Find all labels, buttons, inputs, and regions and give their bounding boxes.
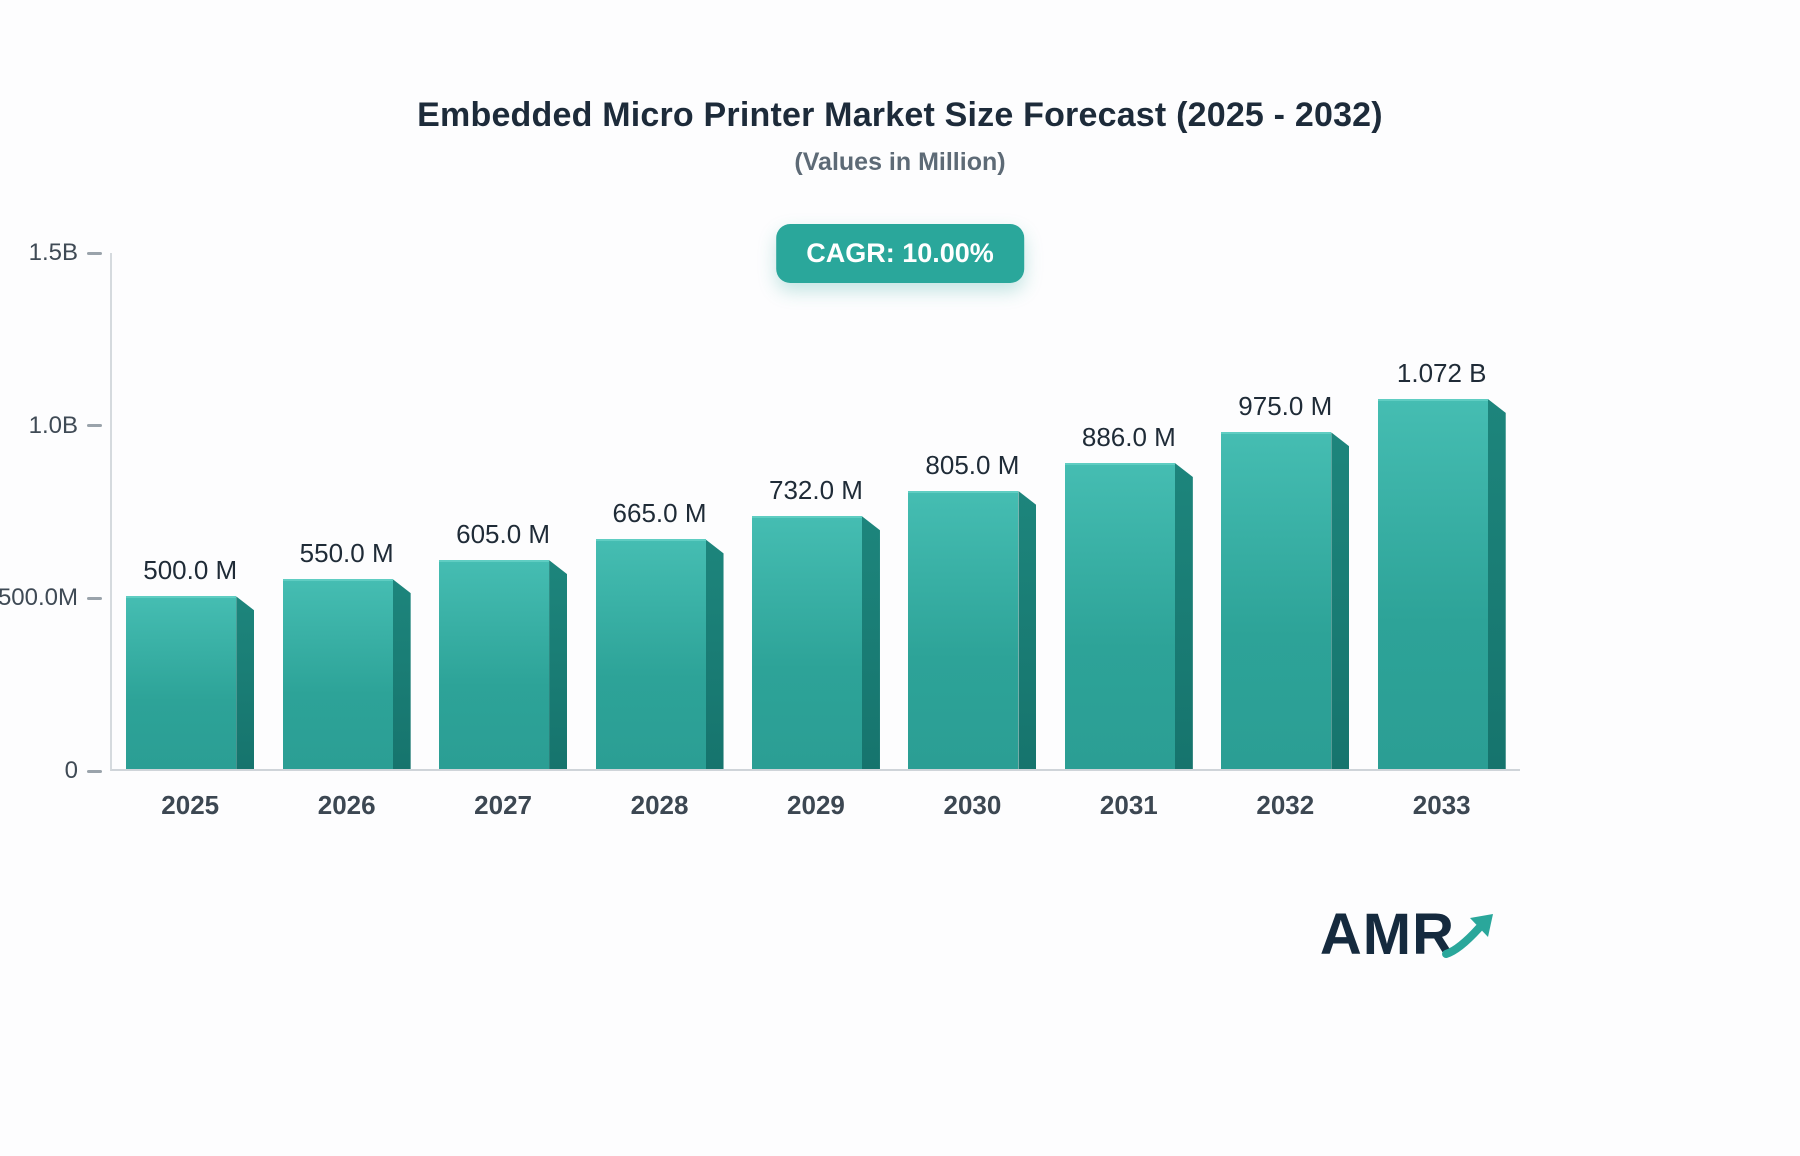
bar-value-label: 665.0 M [612,498,707,529]
y-tick-mark [87,251,102,255]
cagr-badge: CAGR: 10.00% [776,224,1024,283]
bar-face [595,539,706,769]
y-tick: 1.0B [29,412,102,440]
bar-face [126,596,237,769]
y-tick: 500.0M [0,584,102,612]
bar-side [861,516,880,769]
y-tick: 0 [65,757,102,785]
x-tick-label: 2027 [474,790,533,820]
bar-value-label: 975.0 M [1238,391,1333,422]
y-tick: 1.5B [29,239,102,267]
bar-group: 975.0 M 2032 [1207,253,1363,820]
bar-group: 1.072 B 2033 [1364,253,1520,820]
bar-side [549,560,568,769]
bar-value-label: 732.0 M [768,475,863,506]
bar-group: 605.0 M 2027 [425,253,581,820]
bars-row: 500.0 M 2025 550.0 M 2026 605.0 M 2027 665.0 M… [112,253,1520,820]
bar-face [282,579,393,769]
y-tick-label: 0 [64,757,78,784]
bar-value-label: 550.0 M [299,538,394,569]
bar-face [439,560,550,769]
x-tick-label: 2033 [1412,790,1471,820]
bar-group: 732.0 M 2029 [738,253,894,820]
bar-face [1064,463,1175,769]
bar [1064,463,1193,769]
bar-value-label: 500.0 M [143,555,238,586]
bar-side [705,539,724,769]
bar [908,491,1037,769]
amr-logo: AMR [1320,906,1495,964]
growth-arrow-icon [1442,914,1493,958]
bar-side [236,596,255,769]
bar-group: 805.0 M 2030 [894,253,1050,820]
y-tick-label: 1.5B [28,239,78,266]
bar-side [1174,463,1193,769]
y-axis: 1.5B 1.0B 500.0M 0 [0,239,108,784]
y-tick-mark [87,596,102,600]
chart-subtitle: (Values in Million) [794,148,1006,176]
x-tick-label: 2025 [161,790,220,820]
x-tick-label: 2028 [630,790,689,820]
bar-group: 500.0 M 2025 [112,253,268,820]
bar [439,560,568,769]
amr-logo-text: AMR [1319,902,1455,967]
bar [1377,398,1506,769]
x-tick-label: 2030 [943,790,1002,820]
bar-value-label: 886.0 M [1081,422,1176,453]
bar-value-label: 805.0 M [925,450,1020,481]
bar [282,579,411,769]
bar-group: 550.0 M 2026 [268,253,424,820]
bar-side [1018,491,1037,769]
y-tick-label: 1.0B [28,411,78,439]
bar-group: 886.0 M 2031 [1051,253,1207,820]
y-tick-mark [87,424,102,428]
y-tick-label: 500.0M [0,584,78,612]
x-tick-label: 2031 [1099,790,1158,820]
bar [751,516,880,769]
y-tick-mark [87,769,102,773]
bar-side [1331,432,1350,769]
bar [126,596,255,769]
bar-face [751,516,862,769]
bar-face [1377,398,1488,769]
bar-value-label: 605.0 M [456,519,551,550]
bar-value-label: 1.072 B [1396,357,1487,388]
bar-face [908,491,1019,769]
bar-side [1487,398,1506,769]
bar-face [1221,432,1332,769]
x-tick-label: 2029 [787,790,845,820]
bar [595,539,724,769]
chart-title: Embedded Micro Printer Market Size Forec… [417,96,1383,134]
bar-group: 665.0 M 2028 [581,253,737,820]
bar [1221,432,1350,769]
x-tick-label: 2026 [317,790,376,820]
bar-side [392,579,411,769]
plot-area: 500.0 M 2025 550.0 M 2026 605.0 M 2027 665.0 M… [110,253,1520,820]
x-tick-label: 2032 [1256,790,1315,820]
